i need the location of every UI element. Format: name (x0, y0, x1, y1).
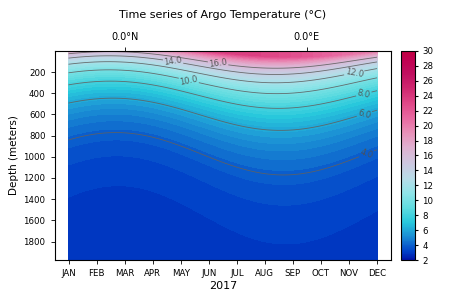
Text: 12.0: 12.0 (345, 67, 364, 79)
Text: Time series of Argo Temperature (°C): Time series of Argo Temperature (°C) (119, 10, 326, 20)
Text: 8.0: 8.0 (356, 88, 371, 100)
Text: 10.0: 10.0 (179, 74, 199, 87)
Text: 6.0: 6.0 (357, 108, 372, 120)
Y-axis label: Depth (meters): Depth (meters) (9, 115, 19, 196)
X-axis label: 2017: 2017 (209, 281, 237, 291)
Text: 16.0: 16.0 (208, 58, 228, 69)
Text: 4.0: 4.0 (359, 147, 374, 160)
Text: 14.0: 14.0 (164, 56, 183, 67)
